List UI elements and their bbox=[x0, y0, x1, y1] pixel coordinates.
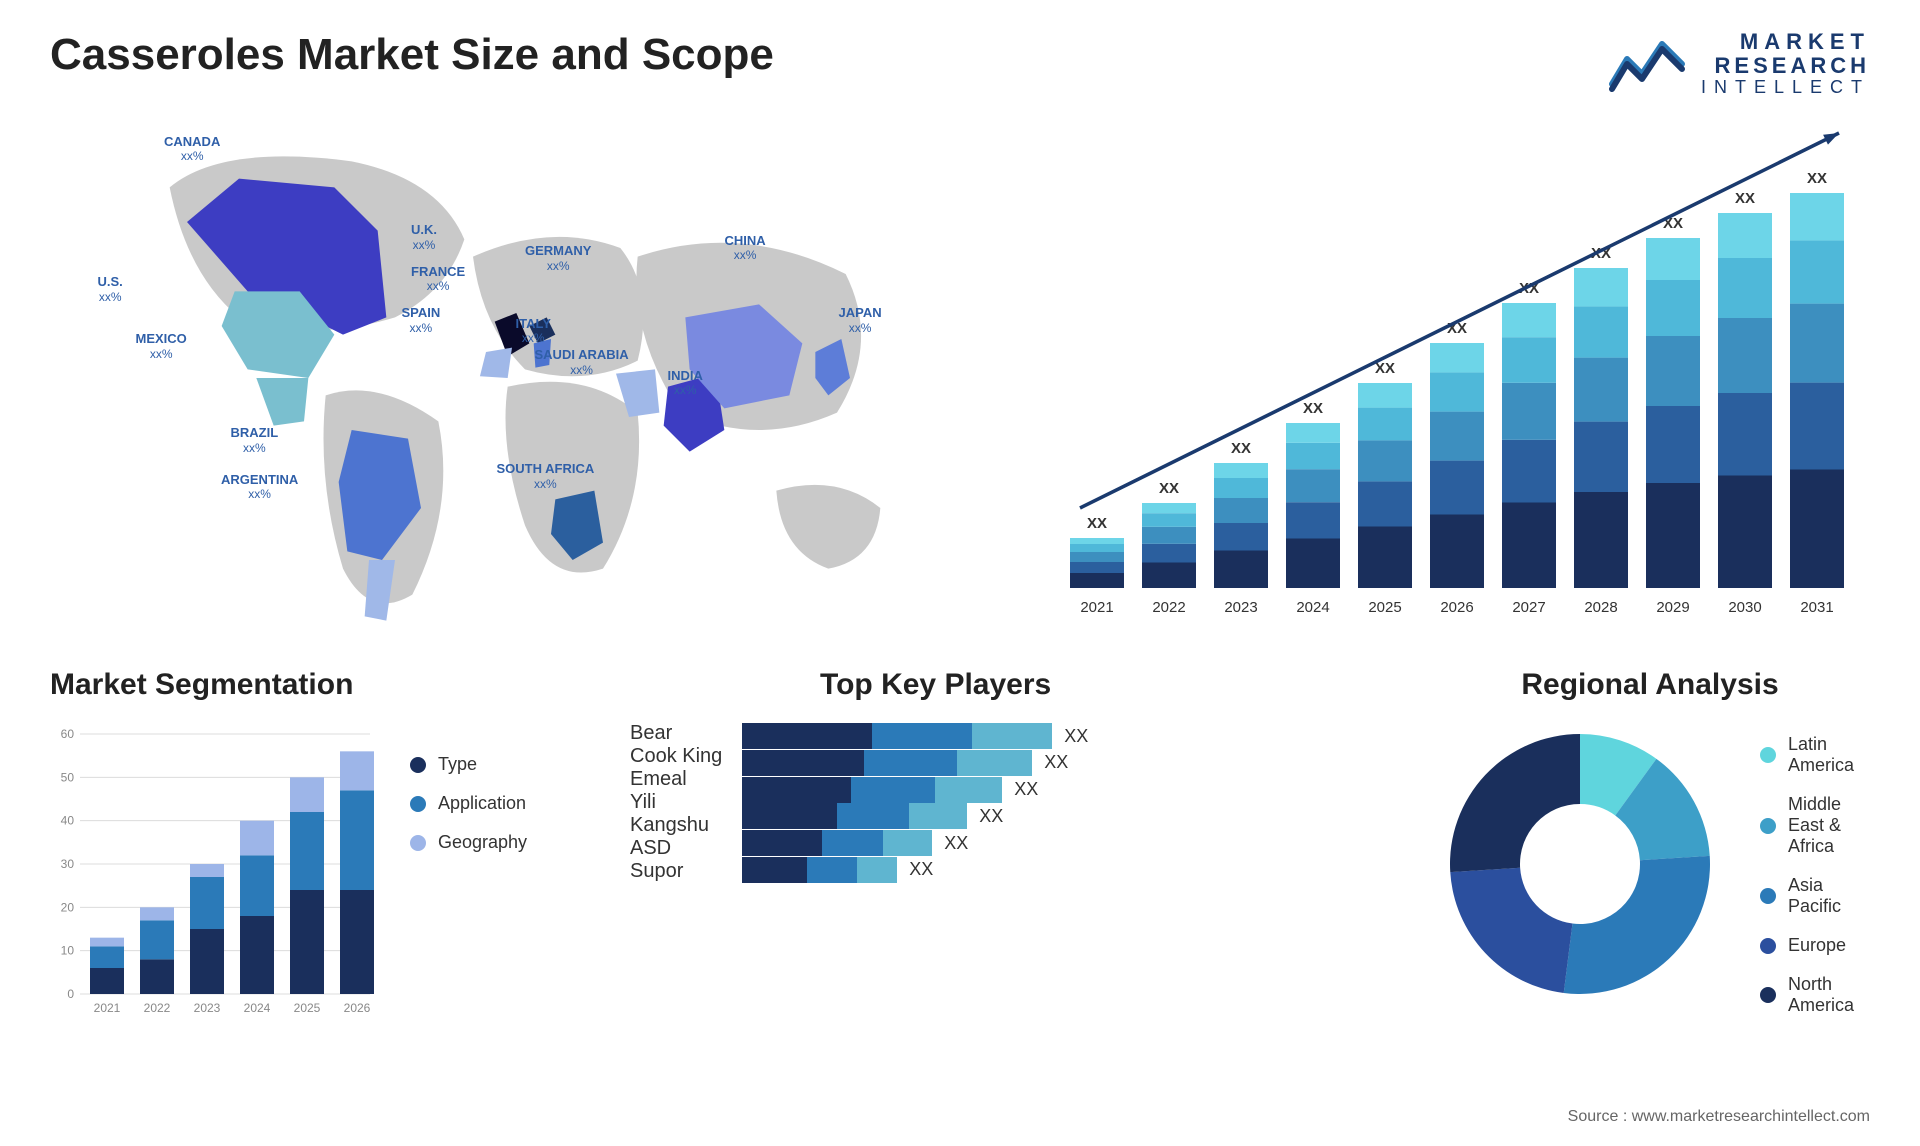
regional-title: Regional Analysis bbox=[1430, 668, 1870, 702]
svg-text:XX: XX bbox=[1735, 190, 1755, 207]
growth-chart-svg: 2021 XX 2022 XX 2023 XX 2024 XX 2025 XX 2026 XX 2027… bbox=[1050, 118, 1870, 638]
logo-line-1: MARKET bbox=[1701, 30, 1870, 54]
map-label-india: INDIAxx% bbox=[668, 368, 703, 398]
donut-wrap bbox=[1430, 714, 1730, 1014]
svg-text:2024: 2024 bbox=[1296, 599, 1329, 616]
growth-chart-panel: 2021 XX 2022 XX 2023 XX 2024 XX 2025 XX 2026 XX 2027… bbox=[1050, 118, 1870, 638]
region-legend-item: Europe bbox=[1760, 935, 1870, 956]
world-map-svg bbox=[50, 118, 1000, 638]
map-label-france: FRANCExx% bbox=[411, 264, 465, 294]
svg-text:60: 60 bbox=[61, 727, 75, 741]
svg-text:30: 30 bbox=[61, 857, 75, 871]
player-bar-row: XX bbox=[742, 803, 1270, 829]
players-panel: Top Key Players BearCook KingEmealYiliKa… bbox=[630, 668, 1390, 1068]
logo-line-3: INTELLECT bbox=[1701, 78, 1870, 98]
bottom-row: Market Segmentation 0 10 20 30 40 50 60 2021 20… bbox=[50, 668, 1870, 1068]
regional-legend: Latin America Middle East & Africa Asia Pa… bbox=[1760, 714, 1870, 1016]
player-name: Bear bbox=[630, 722, 722, 745]
map-label-mexico: MEXICOxx% bbox=[136, 331, 187, 361]
segmentation-panel: Market Segmentation 0 10 20 30 40 50 60 2021 20… bbox=[50, 668, 590, 1068]
brand-logo: MARKET RESEARCH INTELLECT bbox=[1607, 30, 1870, 98]
logo-mark-icon bbox=[1607, 34, 1687, 94]
svg-text:40: 40 bbox=[61, 814, 75, 828]
regional-panel: Regional Analysis Latin America Middle Ea… bbox=[1430, 668, 1870, 1068]
svg-text:2023: 2023 bbox=[194, 1001, 221, 1015]
svg-text:0: 0 bbox=[67, 987, 74, 1001]
svg-text:2028: 2028 bbox=[1584, 599, 1617, 616]
map-label-southafrica: SOUTH AFRICAxx% bbox=[497, 461, 595, 491]
map-label-spain: SPAINxx% bbox=[402, 305, 441, 335]
region-legend-item: Latin America bbox=[1760, 734, 1870, 776]
player-name: Emeal bbox=[630, 768, 722, 791]
player-bars-list: XXXXXXXXXXXX bbox=[742, 714, 1270, 883]
player-bar-row: XX bbox=[742, 830, 1270, 856]
svg-text:20: 20 bbox=[61, 901, 75, 915]
world-map-panel: CANADAxx% U.S.xx% MEXICOxx% BRAZILxx% ARGENT… bbox=[50, 118, 1000, 638]
svg-text:2026: 2026 bbox=[344, 1001, 371, 1015]
map-label-brazil: BRAZILxx% bbox=[231, 425, 279, 455]
svg-text:2030: 2030 bbox=[1728, 599, 1761, 616]
svg-text:2024: 2024 bbox=[244, 1001, 271, 1015]
svg-text:XX: XX bbox=[1231, 440, 1251, 457]
map-label-japan: JAPANxx% bbox=[839, 305, 882, 335]
map-label-uk: U.K.xx% bbox=[411, 222, 437, 252]
svg-text:50: 50 bbox=[61, 771, 75, 785]
map-label-us: U.S.xx% bbox=[98, 274, 123, 304]
player-name: Cook King bbox=[630, 745, 722, 768]
svg-text:2025: 2025 bbox=[294, 1001, 321, 1015]
svg-text:10: 10 bbox=[61, 944, 75, 958]
svg-text:2027: 2027 bbox=[1512, 599, 1545, 616]
player-bar-row: XX bbox=[742, 723, 1270, 749]
player-bar-row: XX bbox=[742, 750, 1270, 776]
map-label-canada: CANADAxx% bbox=[164, 134, 220, 164]
svg-text:2021: 2021 bbox=[1080, 599, 1113, 616]
svg-text:2022: 2022 bbox=[144, 1001, 171, 1015]
map-label-saudiarabia: SAUDI ARABIAxx% bbox=[535, 347, 629, 377]
segmentation-legend: Type Application Geography bbox=[410, 714, 527, 1024]
map-label-china: CHINAxx% bbox=[725, 233, 766, 263]
segmentation-chart-svg: 0 10 20 30 40 50 60 2021 2022 2023 2024 2025 2026 bbox=[50, 714, 380, 1024]
svg-text:2022: 2022 bbox=[1152, 599, 1185, 616]
player-name: Kangshu bbox=[630, 814, 722, 837]
svg-text:XX: XX bbox=[1159, 480, 1179, 497]
map-label-argentina: ARGENTINAxx% bbox=[221, 472, 298, 502]
logo-line-2: RESEARCH bbox=[1701, 54, 1870, 78]
seg-legend-geography: Geography bbox=[410, 832, 527, 853]
source-text: Source : www.marketresearchintellect.com bbox=[1568, 1108, 1870, 1126]
svg-text:2023: 2023 bbox=[1224, 599, 1257, 616]
header: Casseroles Market Size and Scope MARKET … bbox=[50, 30, 1870, 98]
player-name: Supor bbox=[630, 860, 722, 883]
svg-text:2021: 2021 bbox=[94, 1001, 121, 1015]
map-label-italy: ITALYxx% bbox=[516, 316, 551, 346]
seg-legend-type: Type bbox=[410, 754, 527, 775]
svg-text:2031: 2031 bbox=[1800, 599, 1833, 616]
page-title: Casseroles Market Size and Scope bbox=[50, 30, 774, 80]
region-legend-item: North America bbox=[1760, 974, 1870, 1016]
seg-legend-application: Application bbox=[410, 793, 527, 814]
segmentation-title: Market Segmentation bbox=[50, 668, 590, 702]
svg-text:2026: 2026 bbox=[1440, 599, 1473, 616]
region-legend-item: Asia Pacific bbox=[1760, 875, 1870, 917]
players-title: Top Key Players bbox=[820, 668, 1390, 702]
region-legend-item: Middle East & Africa bbox=[1760, 794, 1870, 857]
player-name: Yili bbox=[630, 791, 722, 814]
player-bar-row: XX bbox=[742, 777, 1270, 803]
player-name: ASD bbox=[630, 837, 722, 860]
map-label-germany: GERMANYxx% bbox=[525, 243, 591, 273]
svg-text:XX: XX bbox=[1087, 515, 1107, 532]
svg-text:2029: 2029 bbox=[1656, 599, 1689, 616]
svg-text:2025: 2025 bbox=[1368, 599, 1401, 616]
svg-text:XX: XX bbox=[1807, 170, 1827, 187]
top-row: CANADAxx% U.S.xx% MEXICOxx% BRAZILxx% ARGENT… bbox=[50, 118, 1870, 638]
player-bar-row: XX bbox=[742, 857, 1270, 883]
player-names-list: BearCook KingEmealYiliKangshuASDSupor bbox=[630, 714, 722, 883]
regional-donut-svg bbox=[1430, 714, 1730, 1014]
svg-text:XX: XX bbox=[1303, 400, 1323, 417]
